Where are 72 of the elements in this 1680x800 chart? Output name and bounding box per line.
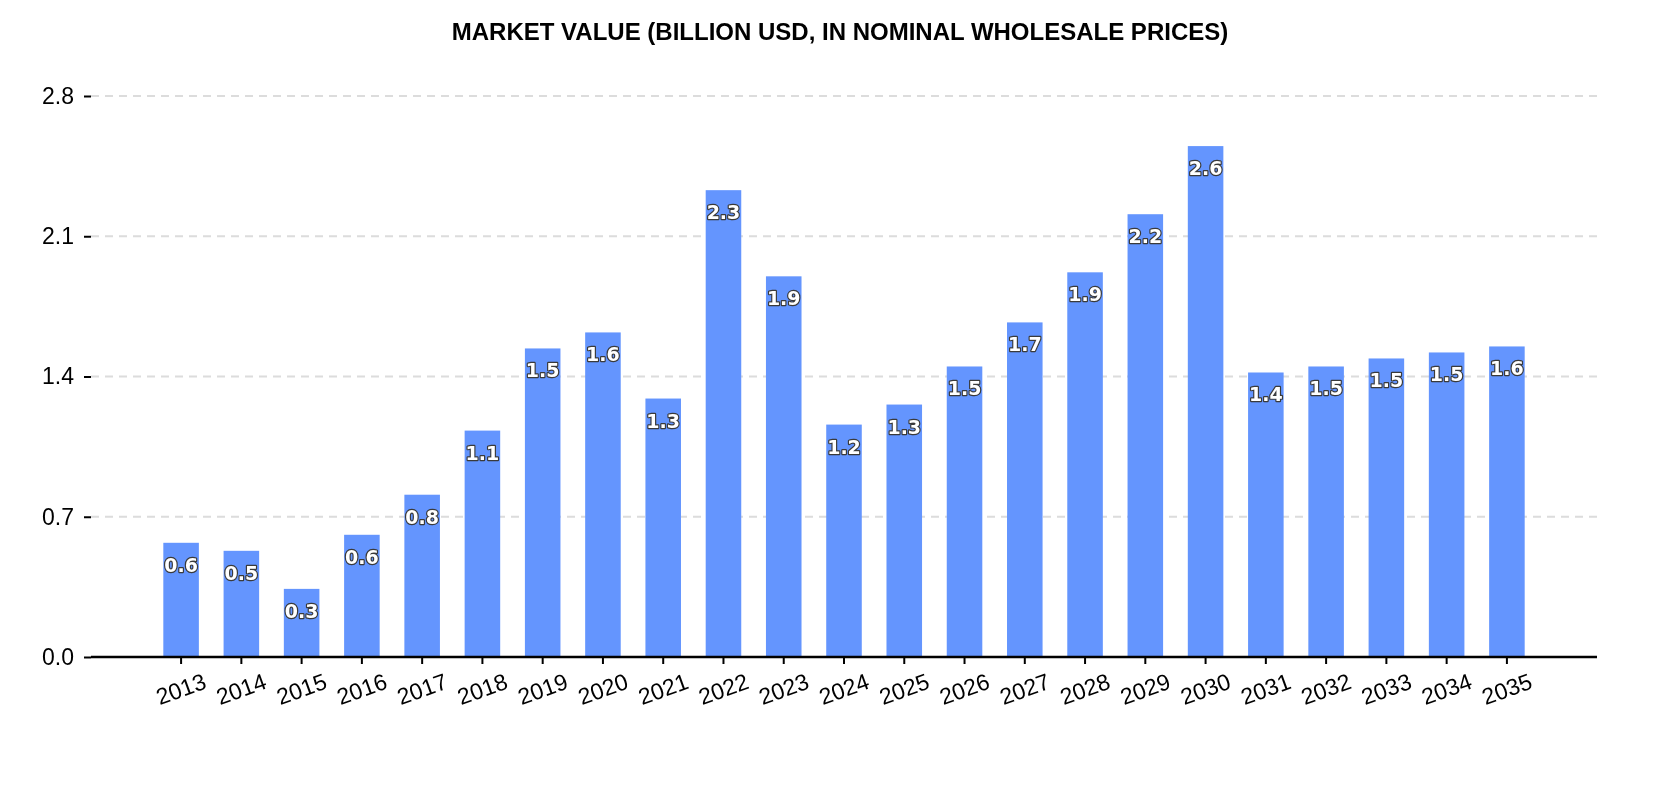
bar <box>886 404 923 657</box>
x-tick-label: 2027 <box>996 668 1054 710</box>
y-tick-label: 2.1 <box>42 223 74 250</box>
data-label: 1.9 <box>1068 283 1102 306</box>
x-tick-label: 2030 <box>1177 668 1235 710</box>
data-label: 1.5 <box>525 359 560 382</box>
data-label: 1.5 <box>947 377 982 400</box>
bar <box>585 332 621 657</box>
y-tick-label: 0.7 <box>42 503 74 530</box>
x-tick-label: 2035 <box>1478 668 1536 710</box>
bar <box>404 494 440 657</box>
bar <box>1368 358 1405 657</box>
x-tick-label: 2029 <box>1116 668 1174 710</box>
bar <box>1308 366 1344 657</box>
bar <box>1489 346 1525 657</box>
bar <box>645 398 681 657</box>
bar <box>1007 322 1043 657</box>
y-tick-label: 1.4 <box>42 363 75 390</box>
data-label: 0.8 <box>405 505 439 528</box>
bar <box>1187 146 1224 657</box>
x-tick-label: 2021 <box>634 668 692 710</box>
data-label: 1.3 <box>887 415 922 438</box>
data-label: 1.1 <box>465 441 500 464</box>
data-label: 1.5 <box>1429 363 1464 386</box>
data-label: 2.2 <box>1128 225 1163 248</box>
data-label: 0.6 <box>164 553 198 576</box>
bar <box>705 190 742 657</box>
bar <box>1127 214 1164 657</box>
data-label: 1.7 <box>1007 333 1042 356</box>
data-label: 1.4 <box>1249 383 1283 406</box>
x-tick-label: 2014 <box>212 667 271 710</box>
x-tick-label: 2023 <box>755 668 813 710</box>
bar <box>826 424 862 657</box>
data-label: 1.5 <box>1309 377 1343 400</box>
x-tick-label: 2020 <box>574 668 632 710</box>
bar <box>765 276 802 657</box>
x-tick-label: 2025 <box>875 668 933 710</box>
x-tick-label: 2028 <box>1056 668 1114 710</box>
x-tick-label: 2031 <box>1237 668 1295 710</box>
data-label: 0.6 <box>345 545 379 568</box>
x-tick-label: 2024 <box>815 667 873 710</box>
x-tick-label: 2019 <box>514 668 572 710</box>
x-tick-label: 2013 <box>152 668 210 710</box>
data-label: 1.2 <box>827 435 861 458</box>
bar <box>946 366 983 657</box>
x-tick-label: 2015 <box>273 668 331 710</box>
bar <box>1248 372 1284 657</box>
x-tick-label: 2022 <box>694 668 752 710</box>
x-tick-label: 2018 <box>453 668 511 710</box>
data-label: 1.3 <box>646 409 681 432</box>
x-tick-label: 2017 <box>393 668 451 710</box>
y-tick-label: 2.8 <box>42 82 74 109</box>
x-tick-label: 2016 <box>333 668 391 710</box>
bar <box>344 534 380 657</box>
bar <box>1067 272 1103 657</box>
bar <box>464 430 501 657</box>
data-label: 2.6 <box>1188 157 1223 180</box>
bar <box>1428 352 1465 657</box>
data-label: 0.5 <box>224 561 259 584</box>
data-label: 1.6 <box>586 343 620 366</box>
data-label: 2.3 <box>706 201 741 224</box>
x-tick-label: 2034 <box>1418 667 1476 710</box>
x-tick-label: 2026 <box>936 668 994 710</box>
data-label: 0.3 <box>284 599 319 622</box>
data-label: 1.6 <box>1490 357 1524 380</box>
data-label: 1.5 <box>1369 369 1404 392</box>
bar <box>524 348 561 657</box>
data-label: 1.9 <box>766 287 801 310</box>
x-tick-label: 2033 <box>1357 668 1415 710</box>
chart-title: MARKET VALUE (BILLION USD, IN NOMINAL WHOLESALE PRICES) <box>451 18 1229 45</box>
x-tick-label: 2032 <box>1297 668 1355 710</box>
y-tick-label: 0.0 <box>42 643 74 670</box>
